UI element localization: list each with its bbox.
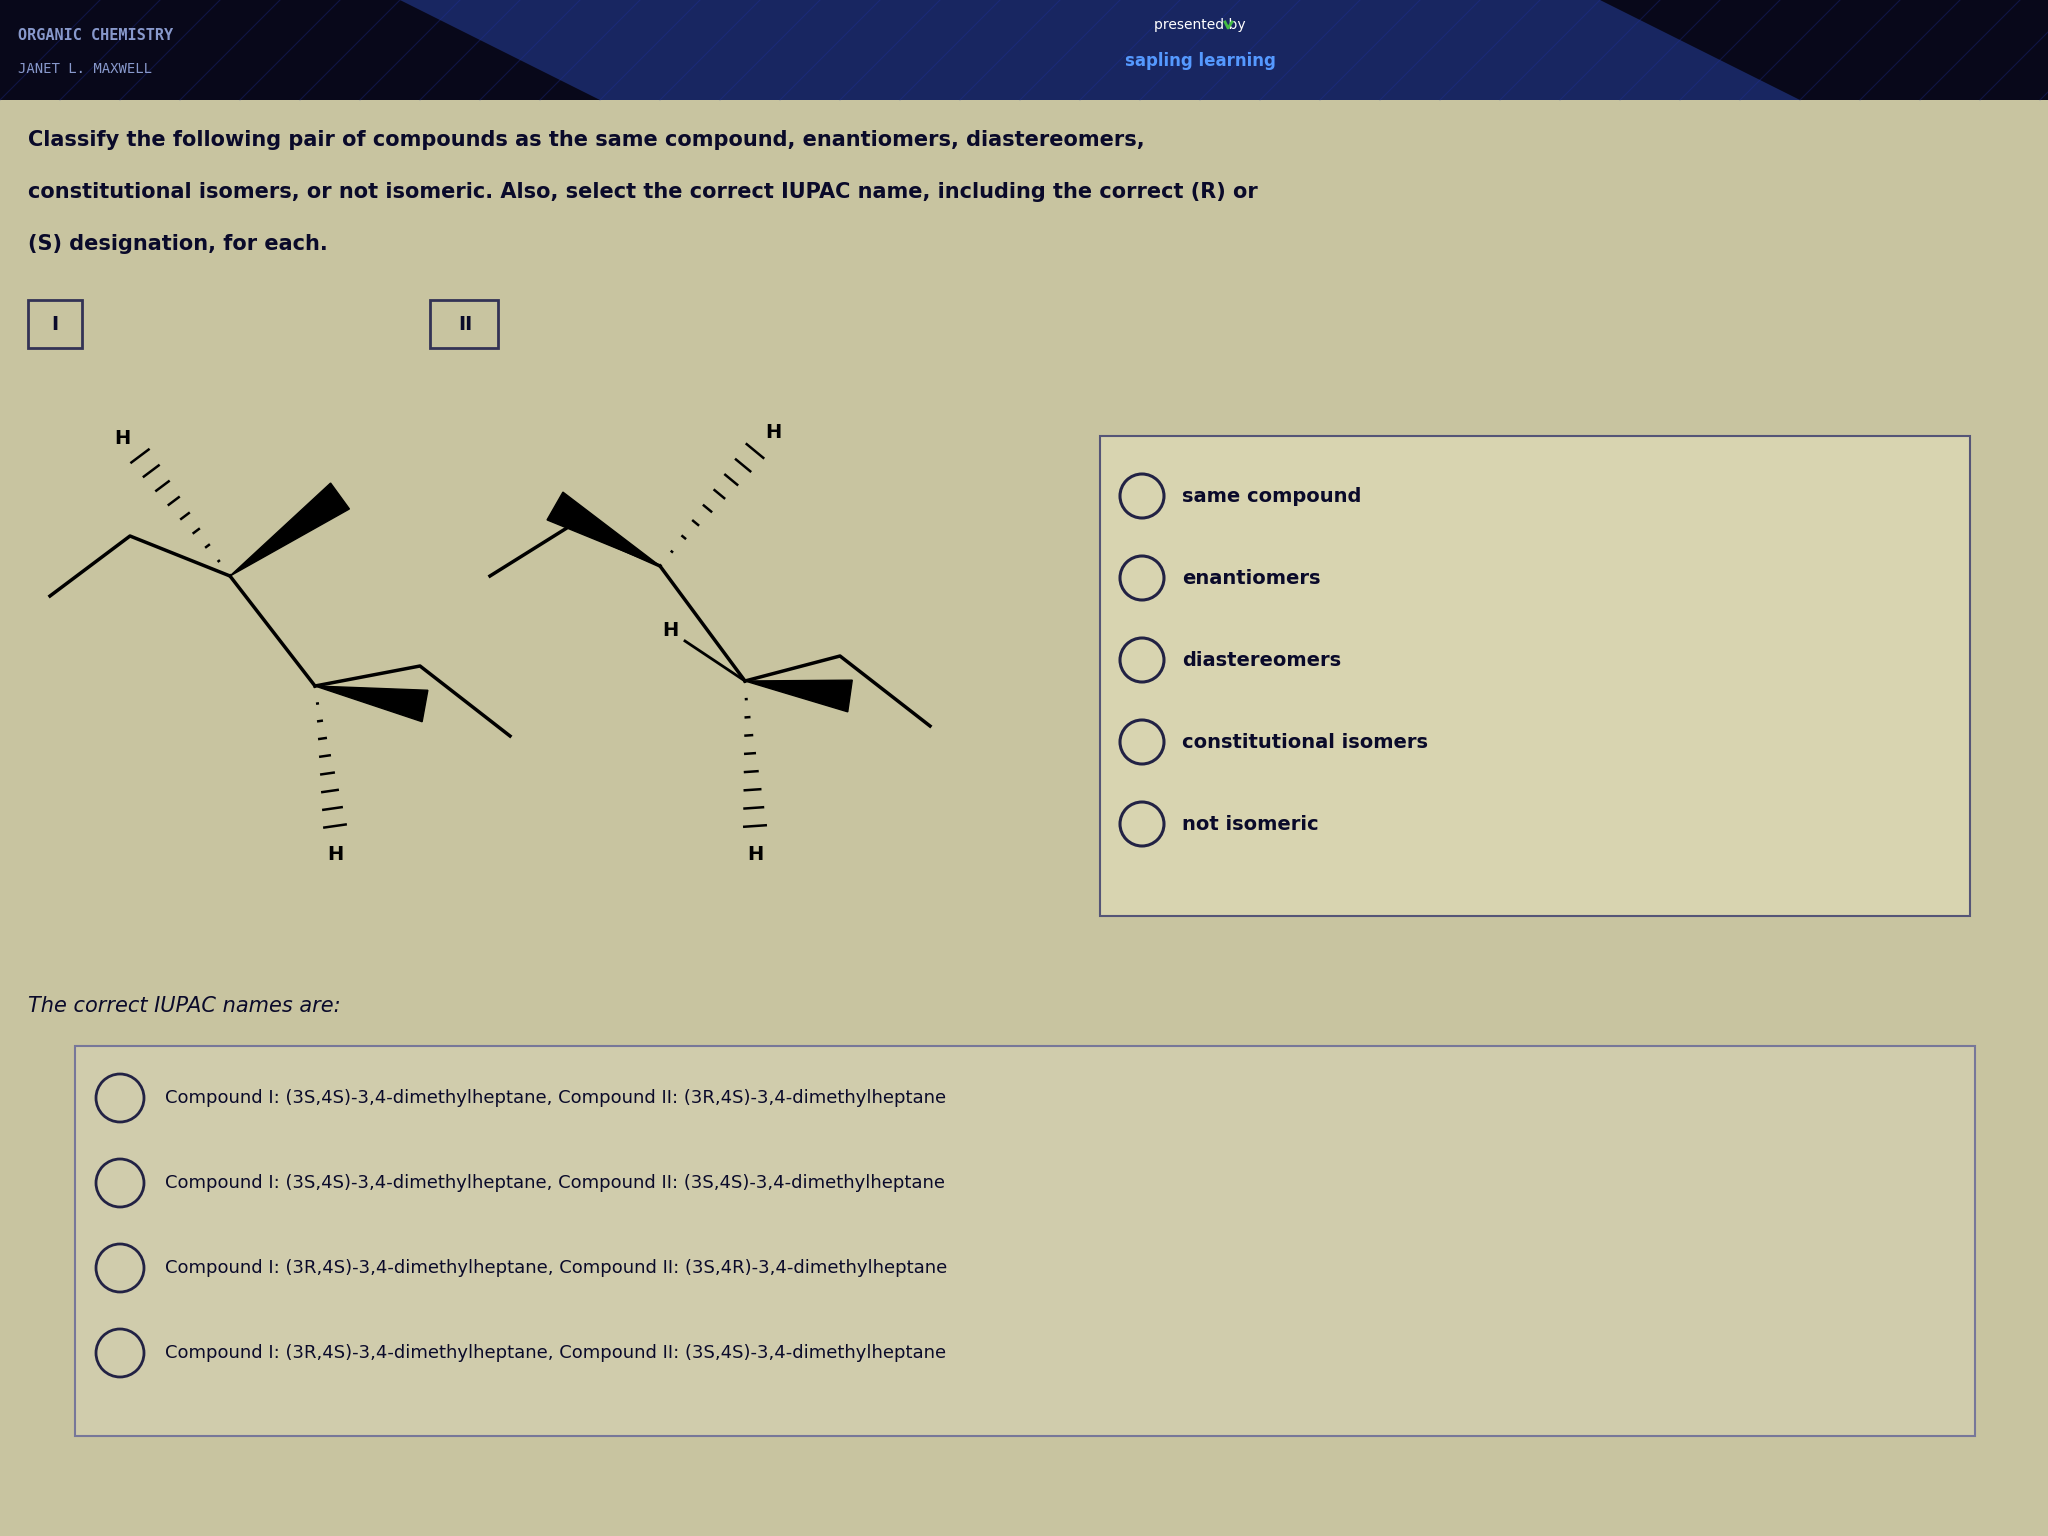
Bar bbox=[0, 0, 2048, 100]
Text: (S) designation, for each.: (S) designation, for each. bbox=[29, 233, 328, 253]
Text: H: H bbox=[764, 424, 780, 442]
Text: Compound I: (3S,4S)-3,4-dimethylheptane, Compound II: (3S,4S)-3,4-dimethylheptan: Compound I: (3S,4S)-3,4-dimethylheptane,… bbox=[166, 1174, 944, 1192]
Text: II: II bbox=[459, 315, 473, 333]
Text: same compound: same compound bbox=[1182, 487, 1362, 505]
Polygon shape bbox=[399, 0, 1800, 100]
Text: presented by: presented by bbox=[1155, 18, 1245, 32]
Text: not isomeric: not isomeric bbox=[1182, 814, 1319, 834]
Text: Compound I: (3S,4S)-3,4-dimethylheptane, Compound II: (3R,4S)-3,4-dimethylheptan: Compound I: (3S,4S)-3,4-dimethylheptane,… bbox=[166, 1089, 946, 1107]
Text: Compound I: (3R,4S)-3,4-dimethylheptane, Compound II: (3S,4S)-3,4-dimethylheptan: Compound I: (3R,4S)-3,4-dimethylheptane,… bbox=[166, 1344, 946, 1362]
Text: H: H bbox=[115, 429, 131, 447]
Text: I: I bbox=[51, 315, 59, 333]
Text: JANET L. MAXWELL: JANET L. MAXWELL bbox=[18, 61, 152, 75]
Text: H: H bbox=[662, 622, 678, 641]
Bar bbox=[1100, 436, 1970, 915]
Text: H: H bbox=[748, 845, 764, 863]
Text: The correct IUPAC names are:: The correct IUPAC names are: bbox=[29, 995, 340, 1015]
Text: Classify the following pair of compounds as the same compound, enantiomers, dias: Classify the following pair of compounds… bbox=[29, 131, 1145, 151]
Text: constitutional isomers: constitutional isomers bbox=[1182, 733, 1427, 751]
Text: constitutional isomers, or not isomeric. Also, select the correct IUPAC name, in: constitutional isomers, or not isomeric.… bbox=[29, 181, 1257, 203]
Polygon shape bbox=[547, 492, 659, 565]
Polygon shape bbox=[229, 482, 350, 576]
Text: diastereomers: diastereomers bbox=[1182, 651, 1341, 670]
Text: H: H bbox=[328, 845, 344, 863]
Polygon shape bbox=[745, 680, 852, 711]
Text: enantiomers: enantiomers bbox=[1182, 568, 1321, 587]
Text: ORGANIC CHEMISTRY: ORGANIC CHEMISTRY bbox=[18, 28, 174, 43]
Text: Compound I: (3R,4S)-3,4-dimethylheptane, Compound II: (3S,4R)-3,4-dimethylheptan: Compound I: (3R,4S)-3,4-dimethylheptane,… bbox=[166, 1260, 948, 1276]
Polygon shape bbox=[315, 687, 428, 722]
Bar bbox=[430, 300, 498, 349]
Text: sapling learning: sapling learning bbox=[1124, 52, 1276, 71]
Bar bbox=[29, 300, 82, 349]
Bar bbox=[76, 1046, 1974, 1436]
